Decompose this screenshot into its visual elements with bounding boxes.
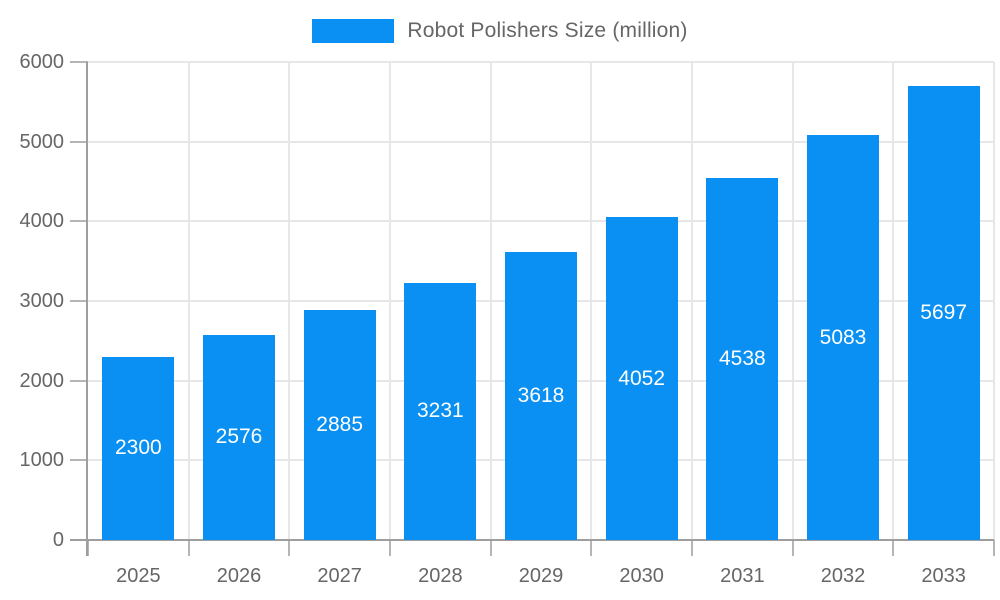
x-axis-tick	[791, 540, 794, 556]
y-gridline	[88, 140, 994, 143]
x-axis-label: 2026	[216, 565, 262, 587]
y-axis-label: 6000	[19, 51, 65, 73]
y-axis-label: 3000	[19, 290, 65, 312]
bar-value-label: 2885	[316, 413, 364, 437]
x-axis-tick	[389, 540, 391, 556]
x-axis-label: 2027	[317, 565, 362, 587]
x-gridline	[791, 62, 794, 540]
y-axis-line	[86, 62, 88, 556]
bar-2026[interactable]: 2576	[203, 334, 275, 540]
x-gridline	[691, 62, 693, 540]
y-axis-tick	[70, 220, 88, 223]
bar-2030[interactable]: 4052	[605, 217, 678, 540]
x-gridline	[590, 62, 593, 540]
x-axis-label: 2032	[820, 565, 866, 587]
x-axis-label: 2028	[418, 565, 463, 587]
x-gridline	[489, 62, 492, 540]
bar-value-label: 3231	[416, 399, 464, 423]
x-gridline	[892, 62, 895, 540]
y-axis-label: 2000	[19, 369, 65, 392]
y-axis-label: 5000	[19, 130, 65, 153]
legend: Robot Polishers Size (million)	[0, 19, 1000, 43]
x-axis-label: 2030	[619, 565, 664, 587]
x-gridline	[993, 62, 995, 540]
legend-label: Robot Polishers Size (million)	[407, 19, 688, 42]
x-axis-tick	[187, 540, 190, 556]
x-axis-label: 2033	[921, 565, 966, 587]
bar-value-label: 2300	[114, 436, 162, 460]
x-axis-tick	[993, 540, 995, 556]
x-gridline	[187, 62, 190, 540]
bar-2027[interactable]: 2885	[303, 310, 376, 540]
x-axis-label: 2031	[720, 565, 765, 587]
y-axis-tick	[70, 300, 88, 302]
y-axis-label: 4000	[19, 210, 65, 233]
bar-value-label: 4052	[618, 366, 666, 390]
y-axis-label: 0	[52, 529, 64, 551]
x-axis-label: 2029	[518, 565, 564, 587]
bar-value-label: 3618	[517, 383, 565, 407]
x-axis-tick	[87, 540, 89, 556]
x-axis-tick	[288, 540, 291, 556]
bar-2033[interactable]: 5697	[907, 86, 980, 540]
bar-2029[interactable]: 3618	[505, 251, 577, 540]
bar-2031[interactable]: 4538	[706, 178, 779, 540]
bar-value-label: 2576	[215, 425, 263, 449]
y-axis-tick	[70, 61, 88, 63]
bar-2032[interactable]: 5083	[807, 135, 879, 540]
y-axis-label: 1000	[19, 449, 65, 472]
x-axis-tick	[590, 540, 593, 556]
bar-value-label: 5697	[920, 301, 968, 325]
y-axis-tick	[70, 379, 88, 382]
x-axis-label: 2025	[116, 565, 161, 587]
y-axis-tick	[70, 459, 88, 462]
x-axis-line	[70, 539, 994, 541]
x-axis-tick	[489, 540, 492, 556]
legend-swatch-icon	[312, 19, 395, 43]
x-axis-tick	[892, 540, 895, 556]
bar-2028[interactable]: 3231	[404, 282, 477, 540]
bar-value-label: 5083	[819, 325, 867, 349]
y-gridline	[88, 220, 994, 223]
y-axis-tick	[70, 140, 88, 143]
bar-value-label: 4538	[718, 347, 766, 371]
x-axis-tick	[691, 540, 693, 556]
bar-2025[interactable]: 2300	[102, 356, 175, 540]
x-gridline	[288, 62, 291, 540]
x-gridline	[389, 62, 391, 540]
legend-item[interactable]: Robot Polishers Size (million)	[312, 19, 687, 43]
y-gridline	[88, 61, 994, 63]
